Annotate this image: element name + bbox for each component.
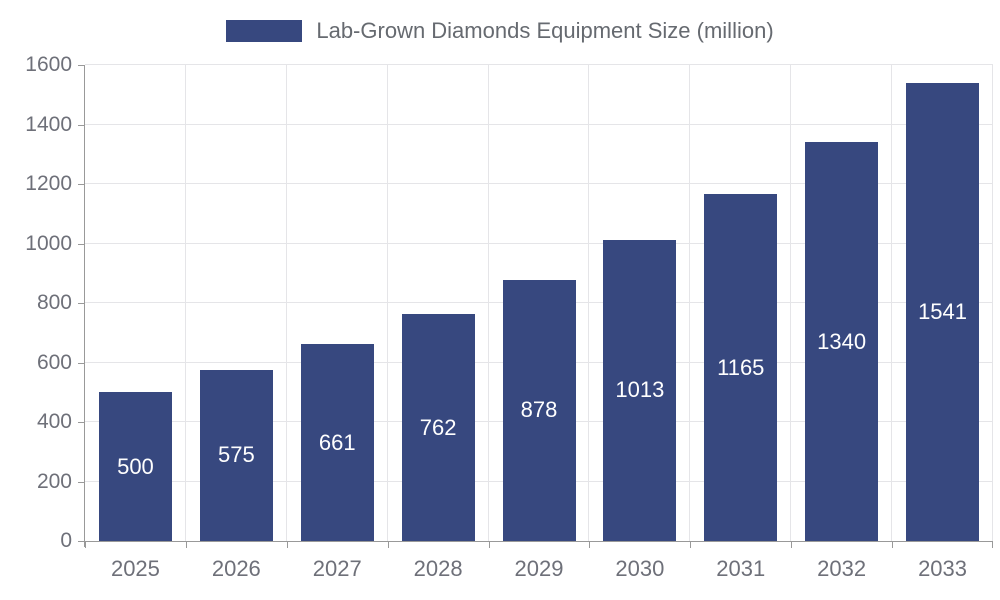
h-gridline (85, 242, 993, 244)
y-tick-mark (78, 303, 85, 304)
y-axis-line (84, 65, 85, 547)
x-tick-mark (690, 542, 692, 548)
v-gridline (790, 65, 792, 541)
bar-2030: 1013 (603, 239, 677, 541)
bar-2028: 762 (401, 314, 475, 541)
x-tick-label: 2027 (312, 556, 362, 581)
y-tick-mark (78, 541, 85, 542)
y-tick-label: 1000 (25, 231, 72, 255)
x-tick-mark (892, 542, 894, 548)
legend: Lab-Grown Diamonds Equipment Size (milli… (0, 18, 1000, 44)
x-tick-mark (791, 542, 793, 548)
bar-value-label: 500 (117, 453, 154, 479)
y-tick-label: 800 (36, 291, 72, 314)
bar-2032: 1340 (805, 142, 879, 541)
y-tick-label: 1600 (25, 53, 72, 76)
x-tick-label: 2031 (716, 556, 766, 581)
v-gridline (487, 65, 489, 541)
legend-swatch-icon (226, 20, 303, 42)
bar-2031: 1165 (704, 194, 778, 541)
bar-2027: 661 (300, 344, 374, 541)
y-tick-mark (78, 65, 85, 66)
v-gridline (588, 65, 590, 541)
v-gridline (386, 65, 388, 541)
h-gridline (85, 64, 993, 65)
y-axis: 0 200 400 600 800 1000 1200 1400 1600 (0, 53, 72, 552)
y-tick-mark (78, 422, 85, 423)
bar-value-label: 878 (520, 397, 558, 423)
x-tick-mark (387, 542, 389, 548)
y-tick-mark (78, 243, 85, 245)
y-tick-label: 1400 (25, 112, 72, 136)
bar-value-label: 575 (217, 442, 255, 468)
x-tick-mark (185, 542, 187, 548)
y-tick-label: 1200 (25, 172, 72, 195)
v-gridline (992, 65, 993, 541)
y-tick-mark (78, 481, 85, 483)
h-gridline (85, 183, 993, 184)
y-tick-mark (78, 362, 85, 364)
bar-2029: 878 (502, 279, 576, 541)
legend-label: Lab-Grown Diamonds Equipment Size (milli… (316, 18, 774, 43)
y-tick-mark (78, 124, 85, 126)
bar-value-label: 1013 (615, 377, 665, 403)
x-axis-line (79, 541, 993, 542)
x-tick-mark (992, 542, 993, 548)
x-tick-label: 2032 (817, 556, 867, 581)
x-axis: 2025 2026 2027 2028 2029 2030 2031 2032 2033 (85, 556, 993, 584)
bar-value-label: 1165 (717, 354, 765, 380)
x-tick-mark (286, 542, 288, 548)
y-tick-label: 0 (60, 529, 72, 552)
legend-item[interactable]: Lab-Grown Diamonds Equipment Size (milli… (226, 18, 774, 44)
x-tick-label: 2028 (413, 556, 463, 581)
bar-value-label: 661 (318, 429, 356, 455)
y-tick-label: 200 (36, 469, 72, 493)
bar-2025: 500 (98, 392, 172, 541)
x-tick-label: 2030 (615, 556, 665, 581)
v-gridline (891, 65, 893, 541)
v-gridline (285, 65, 287, 541)
x-tick-mark (488, 542, 490, 548)
x-tick-mark (85, 542, 86, 548)
bar-value-label: 1541 (918, 298, 968, 324)
x-tick-label: 2025 (110, 556, 160, 581)
y-tick-mark (78, 184, 85, 185)
h-gridline (85, 123, 993, 125)
y-tick-label: 400 (36, 410, 72, 433)
plot-area: 500 575 661 762 878 1013 1165 1340 1541 (85, 64, 993, 541)
v-gridline (689, 65, 691, 541)
bar-value-label: 762 (419, 414, 457, 440)
bar-2033: 1541 (906, 82, 980, 541)
y-tick-label: 600 (36, 350, 72, 374)
x-tick-label: 2026 (211, 556, 261, 581)
x-tick-label: 2029 (514, 556, 564, 581)
bar-2026: 575 (199, 369, 273, 541)
x-tick-label: 2033 (918, 556, 968, 581)
x-tick-mark (589, 542, 591, 548)
bar-value-label: 1340 (817, 328, 867, 354)
v-gridline (184, 65, 186, 541)
